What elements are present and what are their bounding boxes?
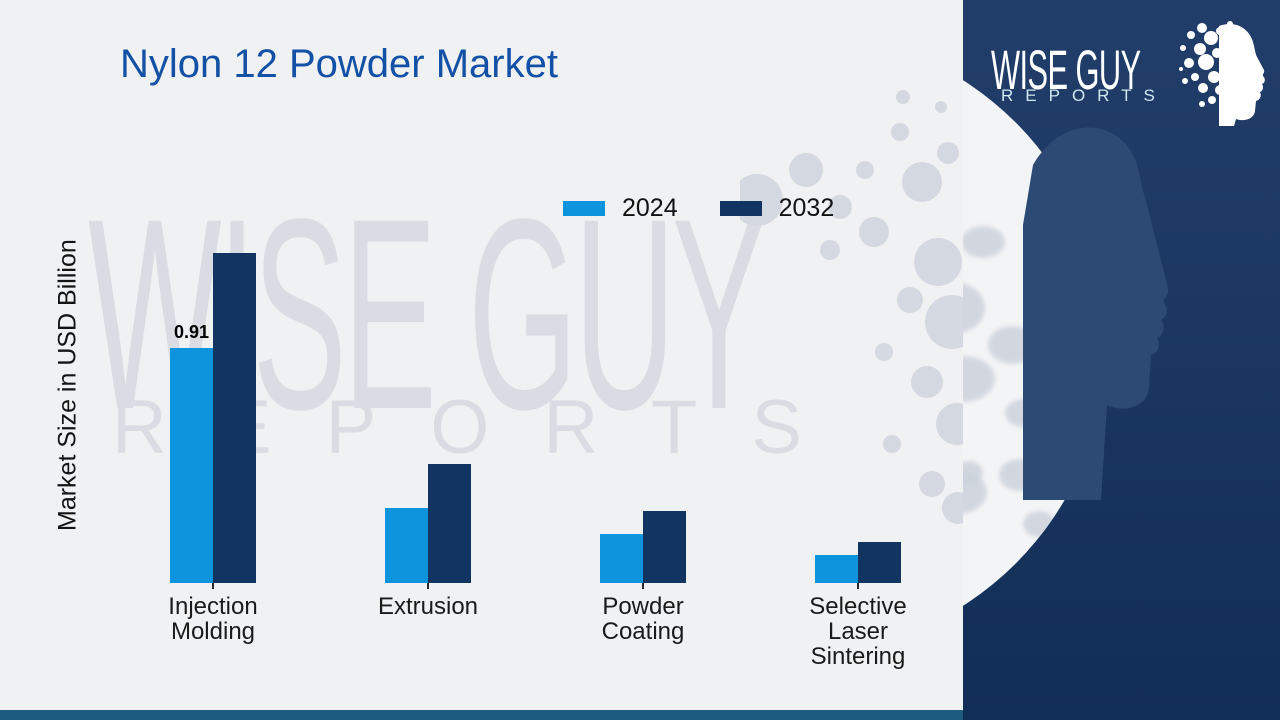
wise-guy-reports-logo: WISE GUY REPORTS — [963, 0, 1280, 130]
legend-item-2032: 2032 — [719, 194, 835, 223]
x-axis-tick — [212, 583, 214, 589]
watermark-dots-pattern — [740, 90, 979, 524]
bar-2024 — [170, 348, 213, 583]
bar-chart: 0.91 Injection Molding Extrusion Powder … — [168, 253, 907, 671]
legend-item-2024: 2024 — [563, 194, 678, 223]
legend-swatch-2032 — [719, 201, 762, 216]
category-label: Injection Molding — [168, 593, 258, 646]
y-axis-label: Market Size in USD Billion — [53, 239, 82, 531]
category-label: Extrusion — [377, 593, 479, 620]
logo-reports-text: REPORTS — [1001, 86, 1167, 105]
brand-panel: WISE GUY REPORTS — [963, 0, 1280, 720]
legend-label-2024: 2024 — [622, 194, 678, 222]
bar-value-label: 0.91 — [173, 322, 210, 343]
logo-brand-text: WISE GUY — [991, 38, 1141, 101]
x-axis-tick — [427, 583, 429, 589]
x-axis-tick — [857, 583, 859, 589]
bar-2032 — [213, 253, 256, 583]
category-label: Powder Coating — [601, 593, 685, 646]
logo-face-profile-icon — [1179, 21, 1265, 126]
legend-label-2032: 2032 — [778, 194, 835, 222]
bar-2032 — [858, 541, 901, 583]
bar-2024 — [385, 508, 428, 583]
x-axis-tick — [642, 583, 644, 589]
footer-bar — [0, 710, 963, 720]
bar-2024 — [600, 534, 643, 583]
category-label: Selective Laser Sintering — [809, 593, 907, 671]
legend-swatch-2024 — [563, 201, 605, 216]
face-profile-watermark-icon — [1023, 127, 1169, 500]
bar-2032 — [428, 464, 471, 583]
page-title: Nylon 12 Powder Market — [120, 42, 558, 86]
bar-2032 — [643, 510, 686, 583]
chart-legend: 2024 2032 — [563, 194, 834, 223]
bar-2024 — [815, 554, 858, 583]
